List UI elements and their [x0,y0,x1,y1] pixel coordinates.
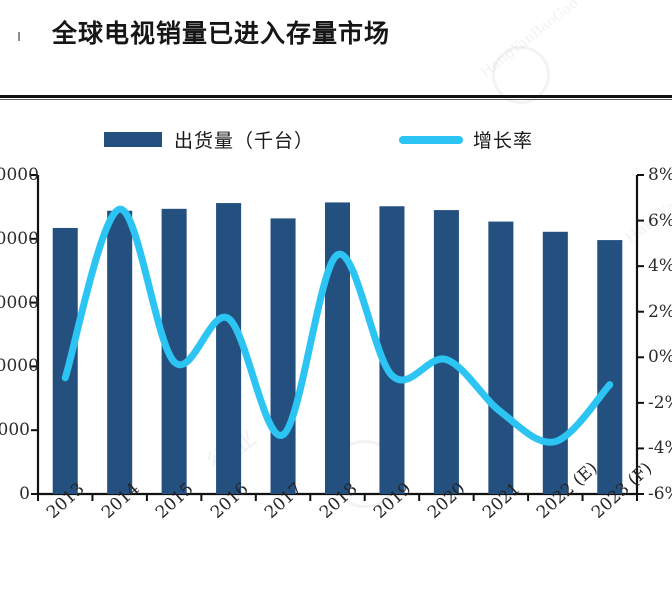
y-axis-left-tick-label: 0 [19,484,30,504]
legend-item-growth-rate[interactable]: 增长率 [399,126,533,153]
y-axis-right-tick-label: 4% [648,256,672,277]
chart-bars [52,202,623,495]
chart-plot-area [0,160,672,510]
chart-bar [216,203,242,494]
y-axis-left-tick-label: 150000 [0,292,39,313]
y-axis-left-tick-label: 200000 [0,228,39,249]
y-axis-right-tick-label: -2% [648,392,672,413]
y-axis-left-tick-label: 250000 [0,165,39,185]
y-axis-right-tick-label: -6% [648,484,672,504]
legend-bar-swatch-icon [104,132,162,147]
chart-bar [270,218,296,494]
legend-item-shipments[interactable]: 出货量（千台） [104,126,314,153]
y-axis-left-tick-label: 50000 [0,420,30,441]
growth-rate-line [61,205,614,446]
title-bullet-mark [18,32,20,41]
chart-bar [542,231,568,495]
y-axis-right-tick-label: -4% [648,438,672,459]
legend-label-shipments: 出货量（千台） [174,130,315,152]
chart-bar [597,240,623,494]
x-axis-labels: 2013 2014 2015 2016 2017 2018 2019 2020 2021 2022… [0,458,672,610]
legend-label-growth-rate: 增长率 [473,130,534,152]
title-divider-thin [0,99,672,100]
y-axis-left-tick-label: 100000 [0,356,39,377]
chart-bar [324,202,351,494]
chart-bar [107,210,133,494]
chart-bar [379,206,405,494]
chart-legend: 出货量（千台） 增长率 [0,126,672,154]
y-axis-right-tick-label: 0% [648,347,672,368]
watermark-text: HangYanBaoGao [477,0,582,81]
chart-bar [52,227,78,494]
y-axis-right-tick-label: 6% [648,210,672,231]
page-title: 全球电视销量已进入存量市场 [52,19,391,48]
chart-bar [433,210,459,494]
title-divider [0,95,672,98]
chart-line [61,205,614,446]
y-axis-right-tick-label: 8% [648,165,672,185]
legend-line-swatch-icon [399,135,463,144]
chart-bar [488,221,514,494]
y-axis-right-tick-label: 2% [648,301,672,322]
chart-svg [31,174,644,501]
